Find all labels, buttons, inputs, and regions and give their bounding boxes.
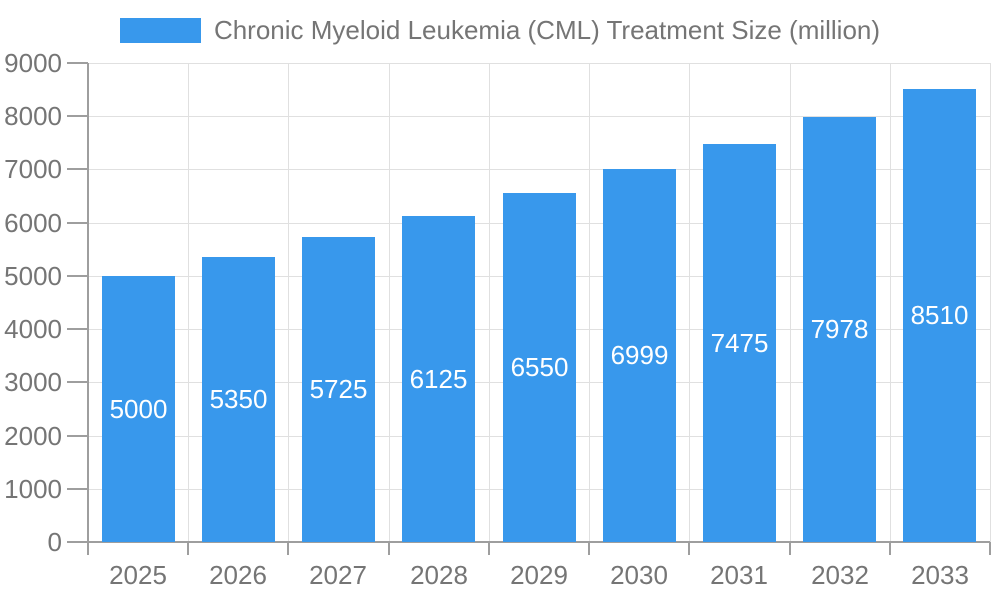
y-axis-tick (67, 381, 88, 383)
y-axis-tick (67, 168, 88, 170)
y-axis-line (87, 63, 89, 555)
y-axis-tick (67, 328, 88, 330)
y-axis-tick (67, 115, 88, 117)
gridline-vertical (790, 63, 791, 542)
x-axis-line (67, 541, 990, 543)
bar-value-label: 6550 (510, 352, 569, 382)
y-axis-label: 5000 (4, 261, 62, 291)
bar-2028[interactable]: 6125 (402, 216, 475, 542)
bar-value-label: 5725 (309, 374, 368, 404)
x-axis-label: 2025 (109, 560, 167, 590)
x-axis-tick (989, 542, 991, 555)
y-axis-label: 3000 (4, 367, 62, 397)
gridline-vertical (589, 63, 590, 542)
gridline-vertical (890, 63, 891, 542)
bar-value-label: 6125 (409, 364, 468, 394)
bar-2029[interactable]: 6550 (503, 193, 576, 542)
bar-2032[interactable]: 7978 (803, 117, 876, 542)
x-axis-tick (889, 542, 891, 555)
bar-value-label: 5350 (209, 384, 268, 414)
gridline-horizontal (88, 116, 990, 117)
y-axis-label: 0 (47, 527, 62, 557)
y-axis-label: 6000 (4, 208, 62, 238)
gridline-horizontal (88, 169, 990, 170)
x-axis-label: 2027 (309, 560, 367, 590)
y-axis-label: 7000 (4, 154, 62, 184)
y-axis-tick (67, 62, 88, 64)
x-axis-label: 2030 (610, 560, 668, 590)
bar-2025[interactable]: 5000 (102, 276, 175, 542)
gridline-vertical (288, 63, 289, 542)
bar-value-label: 7475 (710, 328, 769, 358)
gridline-vertical (689, 63, 690, 542)
y-axis-tick (67, 275, 88, 277)
gridline-horizontal (88, 63, 990, 64)
x-axis-label: 2028 (410, 560, 468, 590)
x-axis-label: 2026 (209, 560, 267, 590)
x-axis-tick (688, 542, 690, 555)
legend-label: Chronic Myeloid Leukemia (CML) Treatment… (213, 14, 881, 45)
y-axis-tick (67, 488, 88, 490)
y-axis-tick (67, 435, 88, 437)
x-axis-tick (488, 542, 490, 555)
gridline-vertical (389, 63, 390, 542)
y-axis-label: 2000 (4, 421, 62, 451)
gridline-vertical (489, 63, 490, 542)
bar-value-label: 5000 (109, 394, 168, 424)
gridline-vertical (188, 63, 189, 542)
y-axis-label: 8000 (4, 101, 62, 131)
bar-2033[interactable]: 8510 (903, 89, 976, 542)
y-axis-tick (67, 222, 88, 224)
bar-2027[interactable]: 5725 (302, 237, 375, 542)
bar-value-label: 8510 (910, 300, 969, 330)
gridline-vertical (990, 63, 991, 542)
x-axis-tick (789, 542, 791, 555)
bar-2030[interactable]: 6999 (603, 169, 676, 542)
y-axis-label: 1000 (4, 474, 62, 504)
x-axis-tick (388, 542, 390, 555)
x-axis-label: 2029 (510, 560, 568, 590)
bar-2026[interactable]: 5350 (202, 257, 275, 542)
bar-value-label: 7978 (810, 314, 869, 344)
bar-2031[interactable]: 7475 (703, 144, 776, 542)
x-axis-tick (187, 542, 189, 555)
legend-swatch-icon (119, 17, 201, 43)
y-axis-label: 4000 (4, 314, 62, 344)
x-axis-tick (588, 542, 590, 555)
x-axis-label: 2032 (811, 560, 869, 590)
legend[interactable]: Chronic Myeloid Leukemia (CML) Treatment… (0, 14, 1000, 46)
x-axis-label: 2031 (710, 560, 768, 590)
x-axis-tick (287, 542, 289, 555)
x-axis-label: 2033 (911, 560, 969, 590)
bar-value-label: 6999 (610, 340, 669, 370)
y-axis-label: 9000 (4, 48, 62, 78)
